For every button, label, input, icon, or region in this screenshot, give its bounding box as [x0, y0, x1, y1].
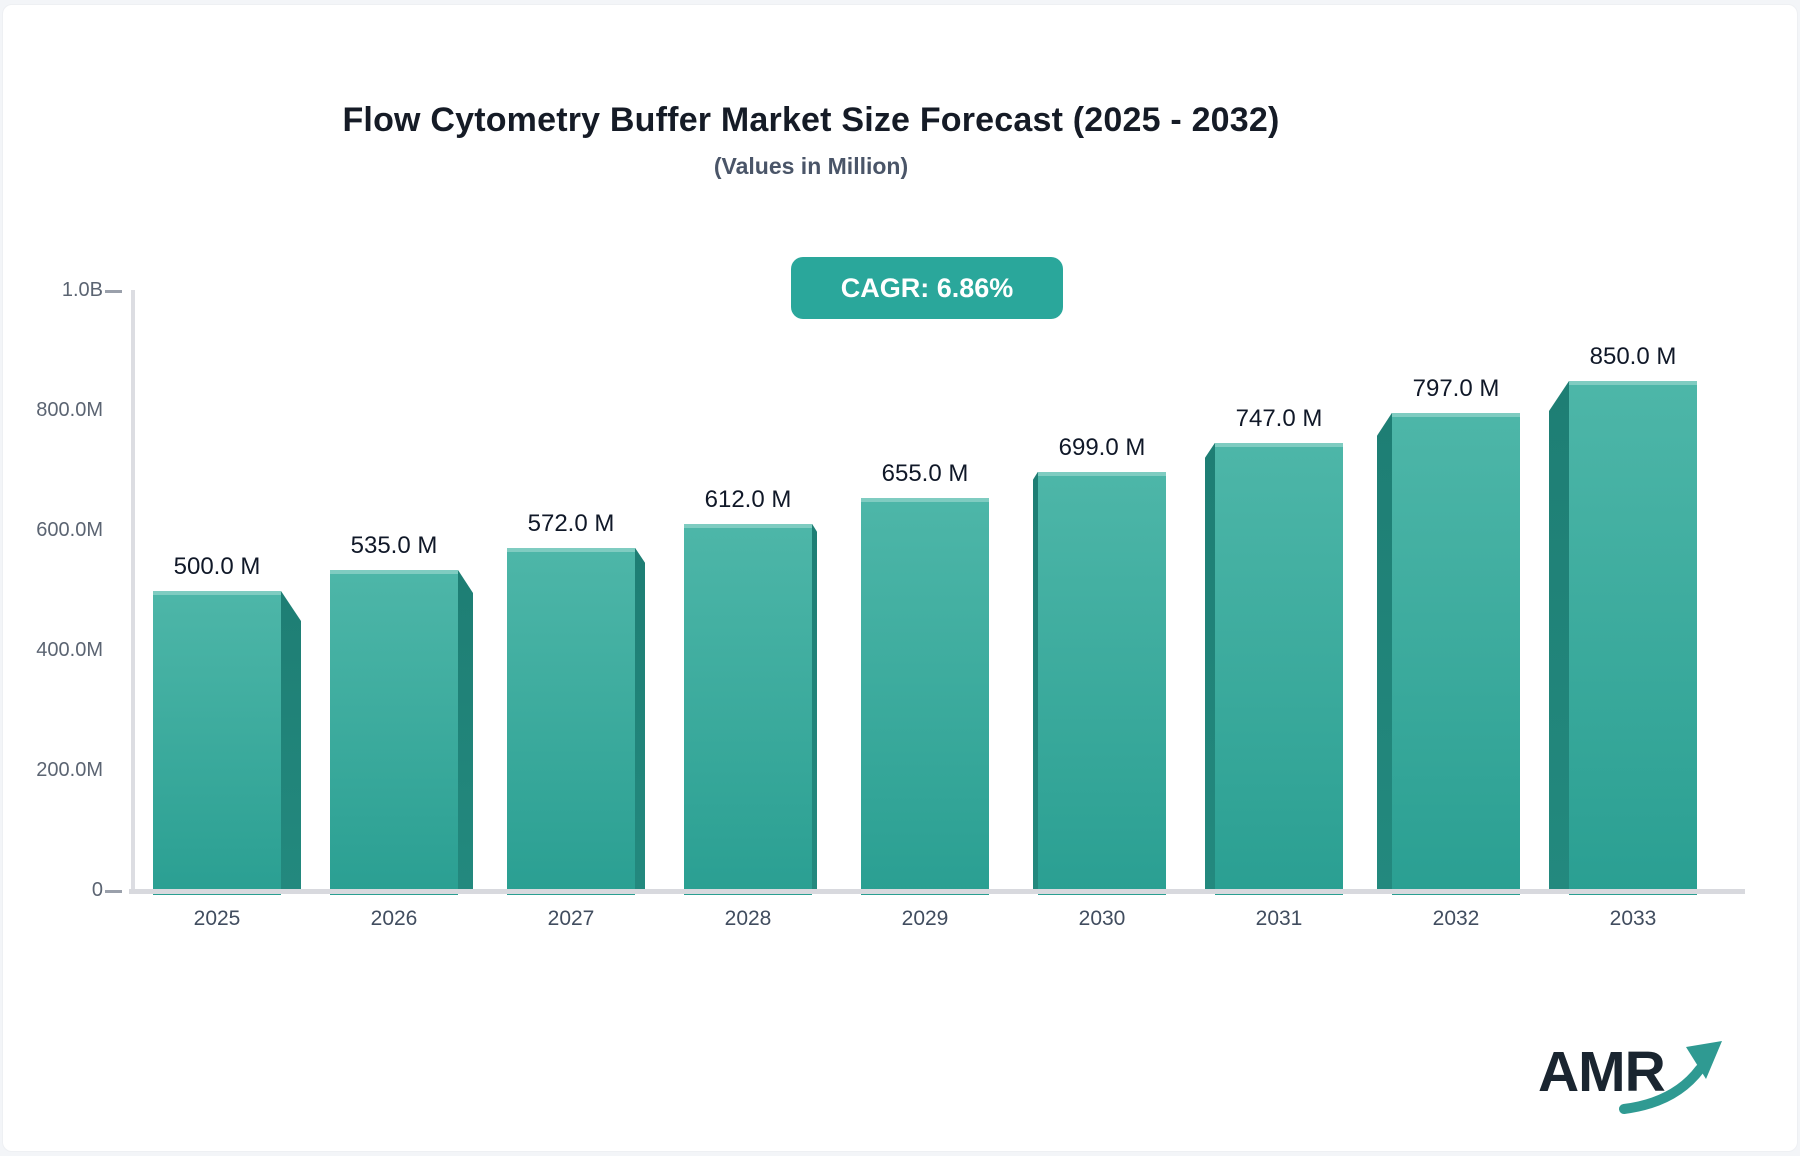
y-tick-label-600.0M: 600.0M: [36, 519, 103, 541]
chart-card: Flow Cytometry Buffer Market Size Foreca…: [2, 4, 1798, 1152]
x-tick-label-2028: 2028: [724, 907, 772, 930]
x-tick-label-2026: 2026: [370, 907, 418, 930]
amr-logo-text: AMR: [1538, 1040, 1666, 1104]
x-axis-line: [129, 889, 1745, 894]
bar-2029[interactable]: [861, 498, 989, 895]
x-tick-label-2029: 2029: [901, 907, 949, 930]
y-tick-label-400.0M: 400.0M: [36, 639, 103, 661]
bar-side-facet-2032: [1377, 412, 1392, 891]
bar-value-label-2033: 850.0 M: [1589, 343, 1677, 370]
y-axis-line: [131, 290, 135, 894]
amr-logo: AMR: [1538, 1039, 1728, 1119]
bar-value-label-2032: 797.0 M: [1412, 374, 1500, 402]
x-tick-label-2027: 2027: [547, 907, 595, 930]
bar-value-label-2029: 655.0 M: [881, 460, 969, 487]
bar-side-facet-2028: [812, 523, 817, 891]
y-tick-mark-1.0B: [105, 290, 122, 293]
bar-value-label-2026: 535.0 M: [350, 532, 438, 559]
chart-title: Flow Cytometry Buffer Market Size Foreca…: [342, 101, 1280, 139]
x-tick-label-2033: 2033: [1609, 907, 1657, 930]
bar-side-facet-2031: [1205, 442, 1215, 891]
x-tick-label-2030: 2030: [1078, 907, 1126, 930]
bar-2030[interactable]: [1038, 471, 1166, 895]
bar-value-label-2030: 699.0 M: [1058, 433, 1146, 461]
bar-2028[interactable]: [684, 523, 812, 895]
x-tick-label-2032: 2032: [1432, 907, 1480, 930]
x-tick-label-2031: 2031: [1255, 907, 1303, 930]
bar-2027[interactable]: [507, 547, 635, 895]
y-tick-label-0: 0: [91, 879, 103, 901]
cagr-badge: CAGR: 6.86%: [791, 257, 1063, 319]
bar-value-label-2028: 612.0 M: [704, 485, 792, 513]
x-tick-label-2025: 2025: [193, 907, 241, 930]
bar-value-label-2025: 500.0 M: [173, 553, 261, 580]
bar-2032[interactable]: [1392, 412, 1520, 895]
bar-side-facet-2030: [1033, 471, 1038, 891]
cagr-badge-label: CAGR: 6.86%: [840, 272, 1014, 303]
bar-2026[interactable]: [330, 570, 458, 895]
bar-side-facet-2027: [635, 547, 645, 891]
growth-arrow-icon: [1619, 1041, 1722, 1114]
bar-side-facet-2025: [281, 591, 301, 891]
bar-side-facet-2033: [1549, 381, 1569, 891]
y-tick-label-200.0M: 200.0M: [36, 759, 103, 781]
bar-2025[interactable]: [153, 591, 281, 895]
bar-2031[interactable]: [1215, 442, 1343, 895]
bar-side-facet-2026: [458, 570, 473, 891]
bar-value-label-2031: 747.0 M: [1235, 404, 1323, 432]
bar-value-label-2027: 572.0 M: [527, 509, 615, 537]
chart-subtitle: (Values in Million): [713, 153, 909, 179]
y-tick-label-800.0M: 800.0M: [36, 399, 103, 421]
bar-2033[interactable]: [1569, 381, 1697, 895]
y-tick-label-1.0B: 1.0B: [61, 279, 103, 301]
y-tick-mark-0: [105, 890, 122, 893]
